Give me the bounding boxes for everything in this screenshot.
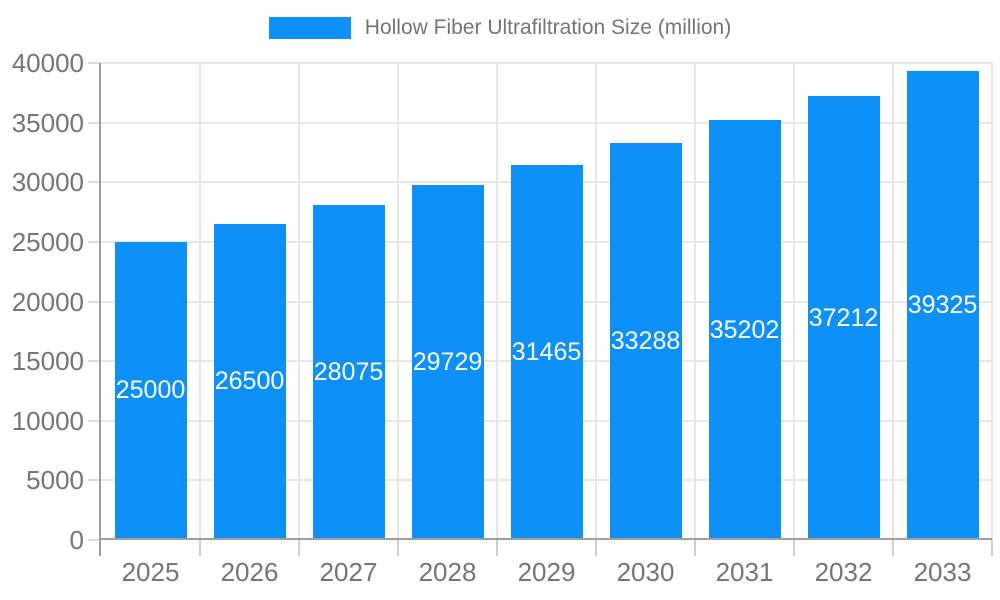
bar-2026[interactable]: 26500 <box>213 223 286 540</box>
y-axis-label: 10000 <box>11 405 84 436</box>
bar-value-label: 39325 <box>907 291 978 320</box>
bar-value-label: 33288 <box>610 327 681 355</box>
x-axis-label: 2029 <box>517 557 576 587</box>
y-tick-mark <box>88 121 101 124</box>
x-axis-label: 2027 <box>319 557 378 587</box>
x-tick-mark <box>397 540 399 556</box>
v-gridline <box>694 63 696 540</box>
y-axis-label: 40000 <box>11 48 84 78</box>
y-tick-mark <box>88 62 101 64</box>
x-tick-mark <box>694 540 696 556</box>
x-tick-mark <box>793 540 795 556</box>
y-axis-label: 20000 <box>11 286 84 317</box>
bar-value-label: 25000 <box>115 376 186 405</box>
y-axis-label: 0 <box>69 525 84 555</box>
x-axis-label: 2025 <box>121 557 180 587</box>
x-tick-mark <box>991 540 993 556</box>
bar-2033[interactable]: 39325 <box>906 71 979 540</box>
v-gridline <box>397 63 399 540</box>
y-tick-mark <box>88 479 101 482</box>
y-tick-mark <box>88 539 101 541</box>
x-tick-mark <box>496 540 498 556</box>
v-gridline <box>595 63 597 540</box>
y-tick-mark <box>88 240 101 243</box>
y-axis-label: 15000 <box>11 346 84 377</box>
y-tick-mark <box>88 300 101 303</box>
bar-value-label: 26500 <box>214 367 285 396</box>
legend-label: Hollow Fiber Ultrafiltration Size (milli… <box>364 16 732 39</box>
y-tick-mark <box>88 360 101 363</box>
x-axis-label: 2026 <box>220 557 279 587</box>
y-tick-mark <box>88 181 101 184</box>
bar-2025[interactable]: 25000 <box>114 241 187 540</box>
x-axis-label: 2028 <box>418 557 477 587</box>
v-gridline <box>496 63 498 540</box>
x-axis-label: 2033 <box>913 557 972 587</box>
x-tick-mark <box>199 540 201 556</box>
bar-value-label: 37212 <box>808 303 879 332</box>
bar-2031[interactable]: 35202 <box>708 120 781 540</box>
v-gridline <box>298 63 300 540</box>
bar-value-label: 31465 <box>511 337 582 366</box>
h-gridline <box>101 62 992 64</box>
v-gridline <box>991 63 993 540</box>
legend-item[interactable]: Hollow Fiber Ultrafiltration Size (milli… <box>0 16 1000 40</box>
x-axis-label: 2031 <box>715 557 774 587</box>
x-tick-mark <box>595 540 597 556</box>
v-gridline <box>793 63 795 540</box>
bar-value-label: 35202 <box>709 315 780 344</box>
bar-value-label: 29729 <box>412 348 483 377</box>
v-gridline <box>199 63 201 540</box>
bar-2028[interactable]: 29729 <box>411 185 484 540</box>
bar-2027[interactable]: 28075 <box>312 205 385 540</box>
bar-2030[interactable]: 33288 <box>609 143 682 540</box>
y-axis-label: 35000 <box>11 107 84 138</box>
y-axis-label: 30000 <box>11 167 84 198</box>
h-gridline <box>101 121 992 124</box>
v-gridline <box>892 63 894 540</box>
legend-swatch-icon <box>268 17 351 39</box>
plot-area: 25000 26500 28075 29729 31465 33288 35202 37212… <box>101 62 993 540</box>
x-tick-mark <box>298 540 300 556</box>
bar-2032[interactable]: 37212 <box>807 96 880 540</box>
y-axis-label: 5000 <box>26 465 84 496</box>
bar-2029[interactable]: 31465 <box>510 164 583 540</box>
y-axis-label: 25000 <box>11 226 84 257</box>
y-tick-mark <box>88 419 101 422</box>
x-axis-label: 2030 <box>616 557 675 587</box>
x-tick-mark <box>892 540 894 556</box>
x-axis-line <box>99 538 992 540</box>
y-axis-line <box>99 63 101 556</box>
x-axis-label: 2032 <box>814 557 873 587</box>
bar-value-label: 28075 <box>313 358 384 387</box>
